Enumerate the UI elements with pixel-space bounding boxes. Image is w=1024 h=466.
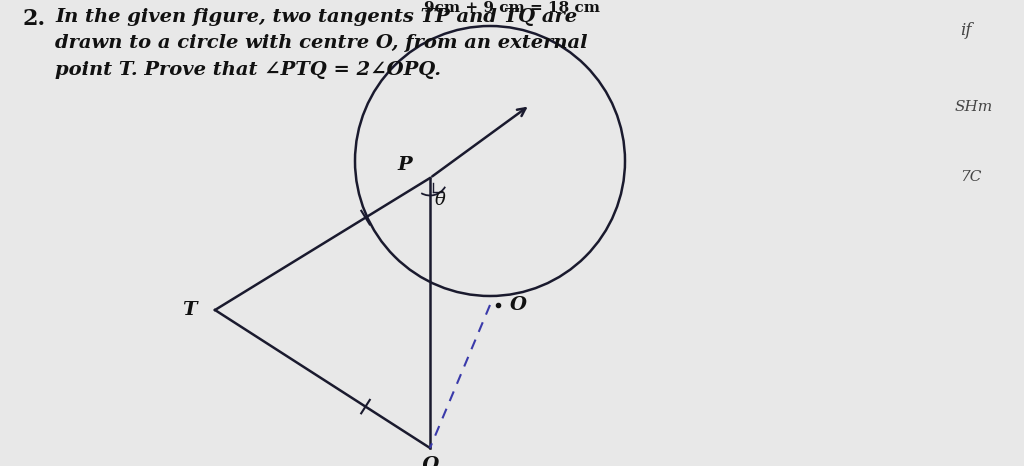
Text: Q: Q (422, 456, 438, 466)
Text: 9cm + 9 cm = 18 cm: 9cm + 9 cm = 18 cm (424, 1, 600, 15)
Text: In the given figure, two tangents TP and TQ are
drawn to a circle with centre O,: In the given figure, two tangents TP and… (55, 8, 588, 79)
Text: θ: θ (434, 191, 445, 209)
Text: 2.: 2. (22, 8, 45, 30)
Text: SHm: SHm (955, 100, 993, 114)
Text: if: if (961, 22, 972, 39)
Text: O: O (510, 296, 527, 314)
Text: P: P (397, 156, 412, 174)
Text: T: T (182, 301, 197, 319)
Text: 7C: 7C (961, 170, 981, 184)
